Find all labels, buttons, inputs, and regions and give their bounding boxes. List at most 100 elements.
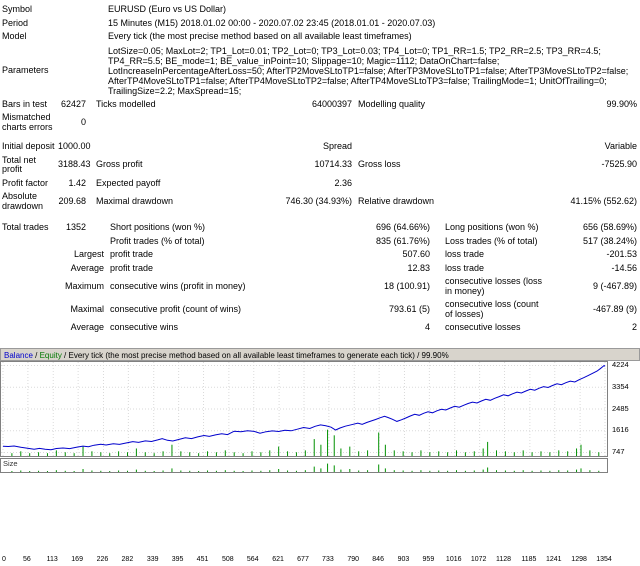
stat-label: profit trade — [110, 262, 154, 273]
stat-label: Gross loss — [358, 159, 401, 170]
stat-label: Parameters — [2, 64, 49, 75]
balance-plot — [0, 360, 608, 457]
stat-value: Spread — [322, 141, 352, 151]
x-axis-label: 959 — [422, 555, 435, 563]
stat-label: Symbol — [2, 4, 33, 14]
stat-label: Absolute drawdown — [2, 191, 44, 211]
stat-value: Every tick (the most precise method base… — [108, 31, 412, 41]
x-axis-label: 451 — [196, 555, 209, 563]
stat-label: consecutive loss (count of losses) — [445, 299, 539, 319]
x-axis-label: 733 — [322, 555, 334, 563]
strategy-tester-report: Symbol EURUSD (Euro vs US Dollar) Period 15… — [0, 3, 640, 563]
balance-line — [2, 364, 606, 450]
x-axis-label: 339 — [146, 555, 159, 563]
stat-label: consecutive wins — [110, 322, 179, 332]
stat-value: 2.36 — [334, 177, 352, 188]
x-axis-label: 677 — [297, 555, 309, 563]
stat-value: -201.53 — [606, 249, 637, 259]
report-row: Profit trades (% of total) 835 (61.76%) Lo… — [0, 235, 640, 249]
x-axis-label: 1241 — [545, 555, 562, 563]
stat-label: Long positions (won %) — [445, 222, 539, 232]
x-axis: 0 56 113 169 226 282 339 395 451 508 564 621 677 733 7… — [0, 555, 612, 566]
x-axis-label: 226 — [96, 555, 109, 563]
stat-value: 209.68 — [58, 195, 86, 206]
x-axis-label: 1128 — [495, 555, 512, 563]
x-axis-label: 282 — [121, 555, 134, 563]
stat-value: EURUSD (Euro vs US Dollar) — [108, 4, 227, 14]
stat-value: 835 (61.76%) — [375, 235, 430, 246]
legend-model-text: / Every tick (the most precise method ba… — [61, 350, 449, 360]
x-axis-label: 621 — [272, 555, 284, 563]
x-axis-label: 395 — [171, 555, 184, 563]
report-row: Maximal consecutive profit (count of wins… — [0, 298, 640, 321]
stat-value: 1352 — [65, 222, 86, 232]
stat-label: Maximal drawdown — [96, 195, 174, 206]
stat-label: profit trade — [110, 249, 154, 259]
stat-value: 4 — [424, 322, 430, 332]
y-axis-label: 1616 — [612, 425, 629, 435]
stat-sublabel: Largest — [73, 249, 104, 259]
report-table: Symbol EURUSD (Euro vs US Dollar) Period 15… — [0, 3, 640, 335]
stat-label: Modelling quality — [358, 98, 426, 109]
stat-label: Total trades — [2, 222, 49, 232]
stat-value: 0 — [80, 116, 86, 127]
x-axis-label: 0 — [2, 555, 6, 563]
stat-label: consecutive wins (profit in money) — [110, 280, 246, 291]
x-axis-label: 564 — [246, 555, 259, 563]
y-axis-label: 2485 — [612, 403, 629, 413]
stat-label: Gross profit — [96, 159, 143, 170]
stat-value: 9 (-467.89) — [592, 280, 637, 291]
x-axis-label: 1016 — [445, 555, 462, 563]
stat-value: 2 — [631, 322, 637, 332]
x-axis-label: 1354 — [596, 555, 612, 563]
x-axis-label: 846 — [372, 555, 384, 563]
y-axis-label: 747 — [612, 446, 625, 456]
report-row: Maximum consecutive wins (profit in money… — [0, 275, 640, 298]
stat-value: 1000.00 — [58, 141, 91, 151]
x-axis-label: 169 — [71, 555, 83, 563]
stat-value: 99.90% — [606, 98, 637, 109]
stat-value: LotSize=0.05; MaxLot=2; TP1_Lot=0.01; TP… — [108, 45, 629, 96]
stat-label: Loss trades (% of total) — [445, 235, 538, 246]
y-axis-label: 3354 — [612, 381, 629, 391]
chart-legend: Balance / Equity / Every tick (the most … — [0, 347, 640, 361]
report-row: Parameters LotSize=0.05; MaxLot=2; TP1_Lo… — [0, 44, 640, 98]
report-row: Mismatched charts errors 0 — [0, 111, 640, 134]
stat-value: 10714.33 — [314, 159, 352, 170]
stat-value: 746.30 (34.93%) — [285, 195, 352, 206]
size-gutter — [608, 458, 640, 554]
report-row: Total trades 1352 Short positions (won %) 6… — [0, 221, 640, 235]
report-row: Model Every tick (the most precise method… — [0, 30, 640, 44]
stat-label: Period — [2, 17, 29, 28]
stat-label: Model — [2, 31, 27, 41]
stat-label: Initial deposit — [2, 141, 55, 151]
stat-label: Bars in test — [2, 98, 48, 109]
report-row: Total net profit 3188.43 Gross profit 10714… — [0, 154, 640, 177]
stat-label: Ticks modelled — [96, 98, 156, 109]
stat-value: 3188.43 — [58, 159, 91, 170]
x-axis-label: 790 — [347, 555, 360, 563]
stat-label: loss trade — [445, 249, 485, 259]
legend-balance-label: Balance — [4, 350, 33, 360]
report-row: Initial deposit 1000.00 Spread Variable — [0, 140, 640, 154]
stat-label: Short positions (won %) — [110, 222, 206, 232]
report-row: Symbol EURUSD (Euro vs US Dollar) — [0, 3, 640, 17]
stat-value: 15 Minutes (M15) 2018.01.02 00:00 - 2020… — [108, 17, 436, 28]
balance-chart-svg — [1, 361, 607, 456]
x-axis-label: 1072 — [470, 555, 487, 563]
report-row: Absolute drawdown 209.68 Maximal drawdown 7… — [0, 190, 640, 213]
x-axis-label: 508 — [222, 555, 234, 563]
stat-sublabel: Maximal — [70, 303, 104, 314]
stat-value: 507.60 — [402, 249, 430, 259]
stat-value: 696 (64.66%) — [375, 222, 430, 232]
stat-label: consecutive profit (count of wins) — [110, 303, 242, 314]
stat-value: 12.83 — [407, 262, 430, 273]
x-axis-label: 1298 — [571, 555, 587, 563]
y-axis-label: 4224 — [612, 360, 629, 369]
stat-value: 1.42 — [68, 177, 86, 188]
stat-value: 62427 — [60, 98, 86, 109]
report-row: Profit factor 1.42 Expected payoff 2.36 — [0, 177, 640, 191]
report-row: Bars in test 62427 Ticks modelled 64000397 M… — [0, 98, 640, 112]
stat-value: 517 (38.24%) — [582, 235, 637, 246]
stat-value: -467.89 (9) — [592, 303, 637, 314]
